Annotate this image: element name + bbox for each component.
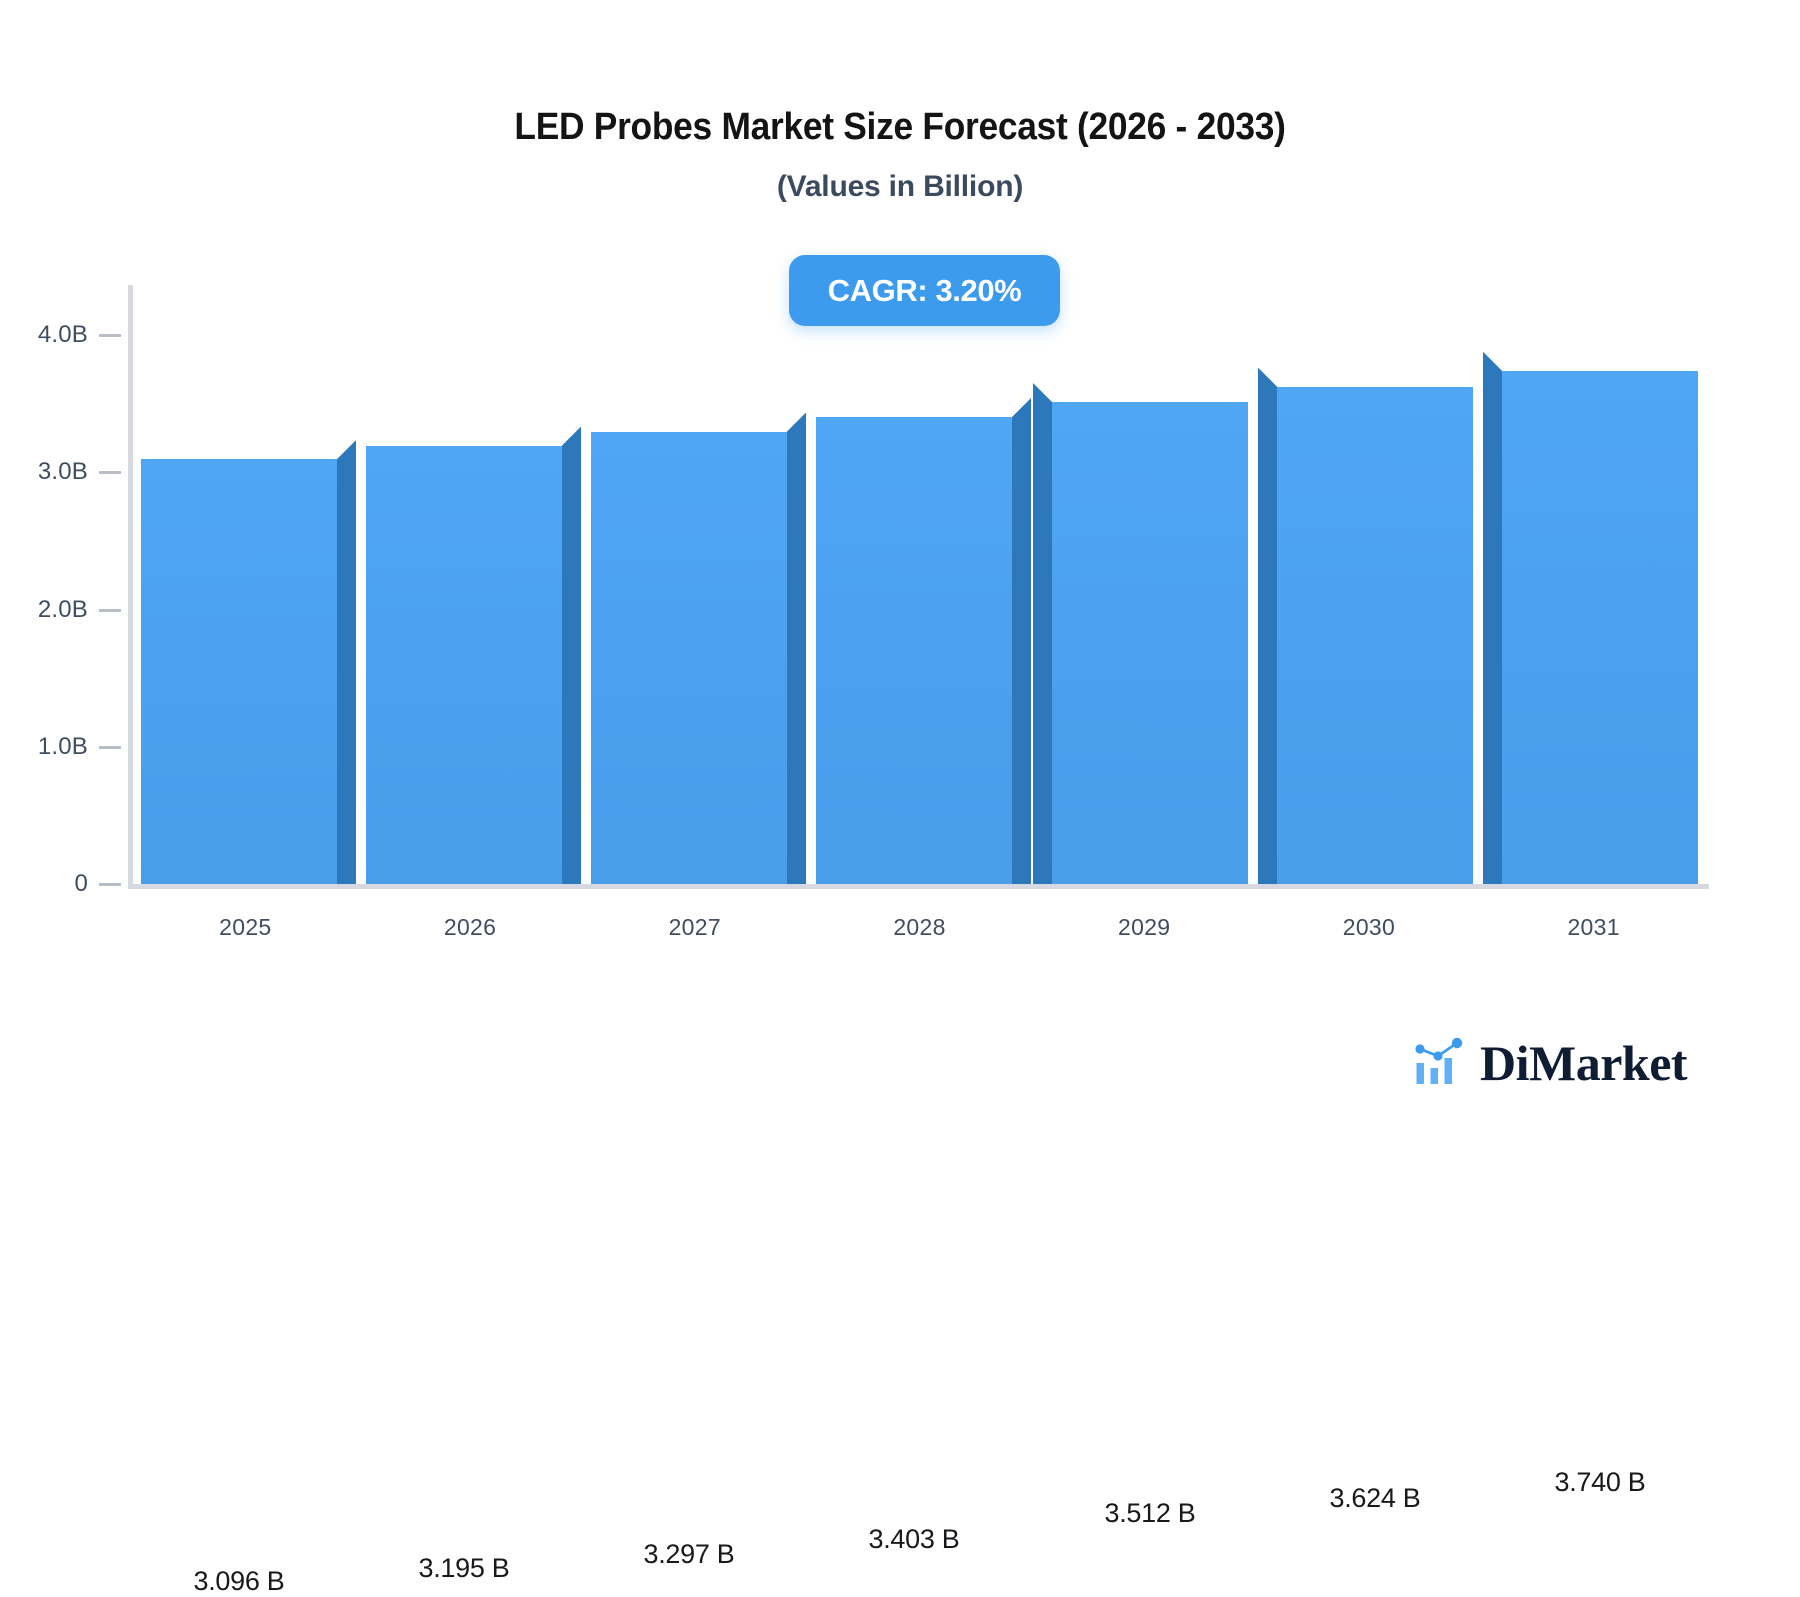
y-axis-tick-mark bbox=[99, 745, 121, 749]
brand-logo: DiMarket bbox=[1412, 1035, 1688, 1091]
bar-depth-panel bbox=[1258, 367, 1277, 884]
bar-depth-panel bbox=[1033, 383, 1052, 884]
y-axis-tick-mark bbox=[99, 883, 121, 886]
bar-front-face bbox=[1277, 386, 1473, 884]
x-axis-label: 2025 bbox=[219, 914, 272, 940]
bar-chart-icon bbox=[1412, 1035, 1466, 1085]
bar-front-face bbox=[1052, 402, 1248, 884]
bar-front-face bbox=[816, 416, 1012, 884]
bar-depth-panel bbox=[787, 412, 806, 884]
y-axis-tick-mark bbox=[99, 334, 121, 338]
bar-front-face bbox=[141, 459, 337, 884]
y-axis-tick: 4.0B bbox=[0, 323, 128, 347]
y-axis-tick: 3.0B bbox=[0, 460, 128, 484]
y-axis-tick-label: 3.0B bbox=[37, 458, 88, 486]
bar-value-label: 3.740 B bbox=[1554, 1466, 1646, 1497]
chart-subtitle: (Values in Billion) bbox=[776, 169, 1024, 203]
bar-front-face bbox=[1502, 370, 1698, 884]
y-axis-tick-label: 2.0B bbox=[37, 595, 88, 623]
bar-depth-panel bbox=[1012, 397, 1031, 884]
y-axis-tick-label: 4.0B bbox=[37, 321, 88, 349]
x-axis-line bbox=[128, 884, 1709, 889]
cagr-badge: CAGR: 3.20% bbox=[789, 255, 1060, 326]
bar-depth-panel bbox=[562, 426, 581, 884]
y-axis-tick-label: 1.0B bbox=[37, 732, 88, 760]
y-axis-tick: 2.0B bbox=[0, 595, 128, 623]
y-axis-tick-mark bbox=[99, 471, 121, 475]
bar-front-face bbox=[366, 445, 562, 884]
x-axis-label: 2031 bbox=[1567, 914, 1620, 940]
y-axis-tick-mark bbox=[99, 608, 121, 612]
bar-depth-panel bbox=[337, 440, 356, 884]
y-axis-tick: 0 bbox=[0, 872, 128, 896]
y-axis-line bbox=[128, 285, 133, 886]
y-axis-tick: 1.0B bbox=[0, 732, 128, 760]
y-axis-tick-label: 0 bbox=[74, 870, 88, 897]
logo-text: DiMarket bbox=[1480, 1035, 1688, 1091]
bar-front-face bbox=[591, 431, 787, 884]
chart-header: LED Probes Market Size Forecast (2026 - … bbox=[0, 106, 1800, 204]
x-axis-label: 2027 bbox=[668, 914, 721, 940]
x-axis-label: 2028 bbox=[893, 914, 946, 940]
x-axis-label: 2026 bbox=[443, 914, 497, 940]
x-axis-label: 2029 bbox=[1118, 914, 1171, 940]
page-title: LED Probes Market Size Forecast (2026 - … bbox=[514, 106, 1286, 148]
x-axis-label: 2030 bbox=[1342, 914, 1396, 940]
bar-depth-panel bbox=[1483, 351, 1502, 884]
